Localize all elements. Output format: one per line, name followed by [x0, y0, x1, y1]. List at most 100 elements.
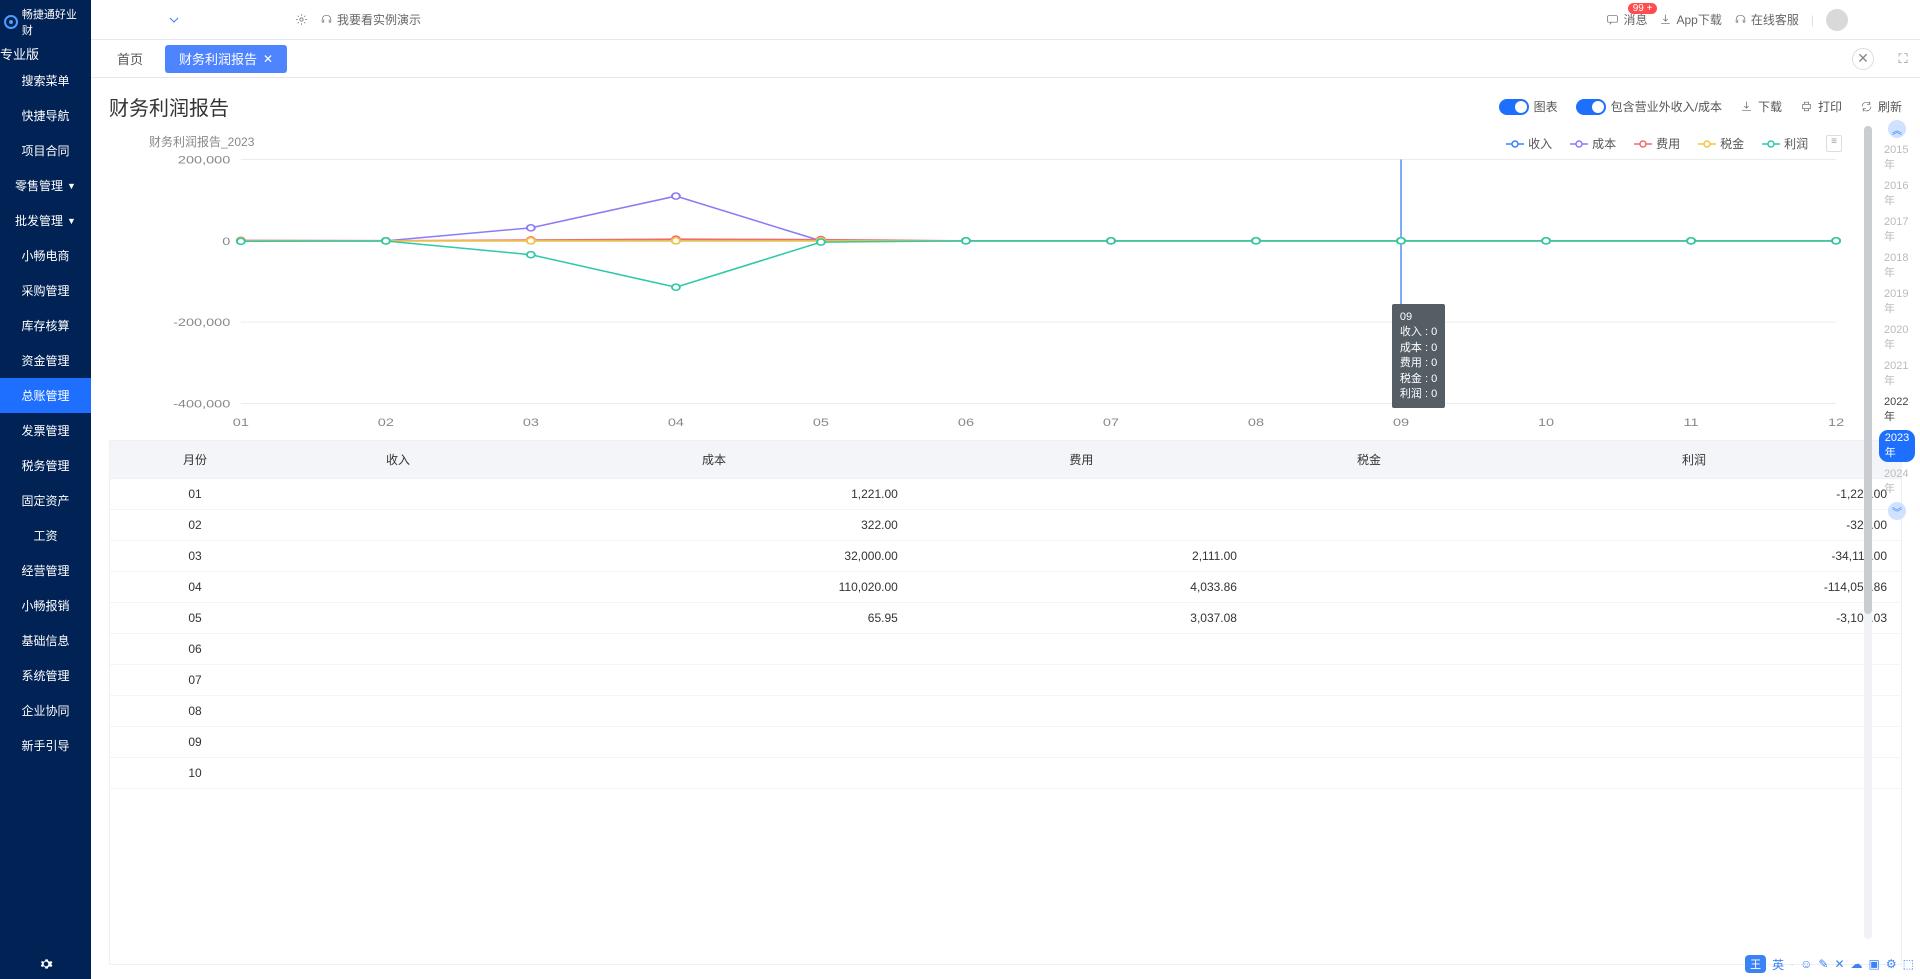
download-button[interactable]: 下载 [1740, 98, 1782, 115]
profit-table[interactable]: 月份收入成本费用税金利润011,221.00-1,221.0002322.00-… [109, 440, 1902, 965]
ime-icon[interactable]: ⬚ [1903, 957, 1914, 971]
col-header: 成本 [516, 441, 912, 479]
legend-item[interactable]: 成本 [1570, 135, 1616, 152]
sidebar-item[interactable]: 资金管理 [0, 343, 91, 378]
chart-title: 财务利润报告_2023 [149, 133, 254, 150]
legend-item[interactable]: 税金 [1698, 135, 1744, 152]
legend-item[interactable]: 利润 [1762, 135, 1808, 152]
legend-item[interactable]: 收入 [1506, 135, 1552, 152]
year-option[interactable]: 2019年 [1880, 286, 1914, 318]
sidebar-item[interactable]: 库存核算 [0, 308, 91, 343]
messages-button[interactable]: 消息 99 + [1606, 11, 1647, 28]
topbar: 我要看实例演示 消息 99 + App下载 在线客服 | [91, 0, 1920, 40]
sidebar-item[interactable]: 新手引导 [0, 728, 91, 763]
svg-text:05: 05 [813, 416, 829, 429]
tab-close-all[interactable]: ✕ [1852, 48, 1874, 70]
year-option[interactable]: 2017年 [1880, 214, 1914, 246]
sidebar-item[interactable]: 采购管理 [0, 273, 91, 308]
sidebar-item[interactable]: 项目合同 [0, 133, 91, 168]
year-option[interactable]: 2018年 [1880, 250, 1914, 282]
table-row: 02322.00-322.00 [110, 510, 1901, 541]
ime-icon[interactable]: ✎ [1818, 957, 1828, 971]
svg-text:12: 12 [1828, 416, 1844, 429]
settings-icon[interactable] [295, 13, 308, 26]
org-selector[interactable] [103, 11, 283, 28]
sidebar-item[interactable]: 零售管理▼ [0, 168, 91, 203]
download-button[interactable]: App下载 [1659, 11, 1721, 28]
ime-icon[interactable]: ☁ [1851, 957, 1863, 971]
page-title: 财务利润报告 [109, 92, 229, 121]
sidebar-item[interactable]: 搜索菜单 [0, 63, 91, 98]
sidebar-item[interactable]: 小畅报销 [0, 588, 91, 623]
table-row: 07 [110, 665, 1901, 696]
toggle-extra[interactable]: 包含营业外收入/成本 [1576, 98, 1722, 115]
year-option[interactable]: 2021年 [1880, 358, 1914, 390]
ime-mode[interactable]: 英 [1772, 956, 1784, 973]
brand-icon [4, 15, 18, 29]
svg-text:0: 0 [222, 235, 230, 248]
chart-svg[interactable]: -400,000-200,0000200,0000102030405060708… [109, 129, 1902, 434]
tab[interactable]: 财务利润报告✕ [165, 45, 287, 73]
user-name [1860, 11, 1908, 28]
sidebar-item[interactable]: 经营管理 [0, 553, 91, 588]
sidebar-item[interactable]: 总账管理 [0, 378, 91, 413]
sidebar-item[interactable]: 基础信息 [0, 623, 91, 658]
ime-chip[interactable]: 王 [1745, 955, 1766, 973]
org-name [103, 11, 163, 28]
table-row: 0332,000.002,111.00-34,111.00 [110, 541, 1901, 572]
sidebar-item[interactable]: 企业协同 [0, 693, 91, 728]
year-option[interactable]: 2015年 [1880, 142, 1914, 174]
year-option[interactable]: 2022年 [1880, 394, 1914, 426]
sidebar-item[interactable]: 批发管理▼ [0, 203, 91, 238]
tab-close-icon[interactable]: ✕ [263, 52, 273, 66]
sidebar-item[interactable]: 小畅电商 [0, 238, 91, 273]
table-row: 0565.953,037.08-3,103.03 [110, 603, 1901, 634]
brand-logo: 畅捷通好业财 [0, 0, 91, 44]
year-option[interactable]: 2016年 [1880, 178, 1914, 210]
brand-edition: 专业版 [0, 44, 91, 63]
svg-text:03: 03 [523, 416, 539, 429]
ime-icon[interactable]: ⚙ [1886, 957, 1897, 971]
user-avatar[interactable] [1826, 9, 1848, 31]
refresh-button[interactable]: 刷新 [1860, 98, 1902, 115]
demo-link[interactable]: 我要看实例演示 [320, 11, 421, 28]
svg-text:06: 06 [958, 416, 974, 429]
download-icon [1659, 13, 1672, 26]
table-row: 08 [110, 696, 1901, 727]
year-down[interactable]: ︾ [1888, 502, 1906, 520]
sidebar-item[interactable]: 固定资产 [0, 483, 91, 518]
chart-tooltip: 09收入 : 0成本 : 0费用 : 0税金 : 0利润 : 0 [1392, 304, 1445, 408]
svg-text:-200,000: -200,000 [173, 316, 230, 329]
toggle-chart[interactable]: 图表 [1499, 98, 1558, 115]
svg-text:11: 11 [1684, 416, 1699, 429]
year-option[interactable]: 2020年 [1880, 322, 1914, 354]
ime-icon[interactable]: ✕ [1834, 957, 1844, 971]
sidebar-item[interactable]: 工资 [0, 518, 91, 553]
sidebar-settings[interactable] [0, 949, 91, 979]
fullscreen-button[interactable]: ⛶ [1892, 48, 1914, 70]
sidebar-item[interactable]: 系统管理 [0, 658, 91, 693]
year-up[interactable]: ︽ [1888, 120, 1906, 138]
col-header: 利润 [1487, 441, 1901, 479]
sidebar-item[interactable]: 快捷导航 [0, 98, 91, 133]
print-button[interactable]: 打印 [1800, 98, 1842, 115]
ime-icon[interactable]: ☺ [1800, 957, 1812, 971]
chart-legend: 收入 成本 费用 税金 利润 ≡ [1506, 135, 1842, 152]
sidebar-item[interactable]: 税务管理 [0, 448, 91, 483]
svg-text:01: 01 [233, 416, 249, 429]
table-row: 011,221.00-1,221.00 [110, 479, 1901, 510]
content-scrollbar[interactable] [1864, 126, 1872, 939]
year-option[interactable]: 2023年 [1879, 430, 1915, 462]
svg-text:200,000: 200,000 [178, 153, 230, 166]
service-button[interactable]: 在线客服 [1734, 11, 1799, 28]
sidebar: 畅捷通好业财 专业版 搜索菜单快捷导航项目合同零售管理▼批发管理▼小畅电商采购管… [0, 0, 91, 979]
headset-icon [320, 13, 333, 26]
ime-icon[interactable]: ▣ [1869, 957, 1880, 971]
sidebar-item[interactable]: 发票管理 [0, 413, 91, 448]
legend-item[interactable]: 费用 [1634, 135, 1680, 152]
svg-text:-400,000: -400,000 [173, 397, 230, 410]
year-option[interactable]: 2024年 [1880, 466, 1914, 498]
tab[interactable]: 首页 [103, 45, 157, 73]
chevron-down-icon [169, 15, 179, 25]
legend-options[interactable]: ≡ [1826, 135, 1842, 152]
